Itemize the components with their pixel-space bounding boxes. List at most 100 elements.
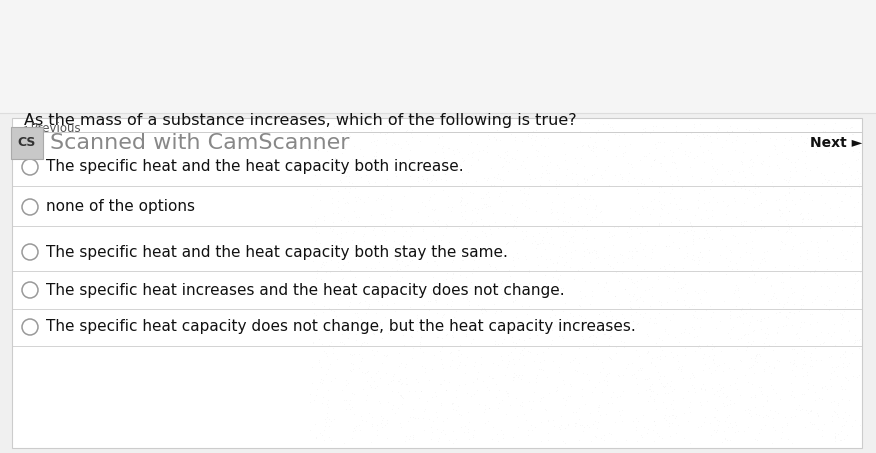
Point bbox=[816, 120, 830, 128]
Point bbox=[576, 224, 590, 231]
Point bbox=[688, 288, 702, 295]
Point bbox=[370, 148, 384, 155]
Text: none of the options: none of the options bbox=[46, 199, 195, 215]
Point bbox=[417, 301, 431, 308]
Point bbox=[415, 225, 429, 232]
Point bbox=[493, 189, 507, 197]
Point bbox=[319, 162, 333, 169]
Point bbox=[357, 338, 371, 346]
Point bbox=[522, 318, 536, 325]
Point bbox=[836, 313, 850, 321]
Point bbox=[757, 248, 771, 255]
Point bbox=[447, 313, 461, 321]
Point bbox=[320, 418, 334, 425]
Point bbox=[355, 157, 369, 164]
Point bbox=[769, 390, 783, 397]
Point bbox=[464, 154, 478, 161]
Point bbox=[385, 372, 399, 379]
Point bbox=[488, 218, 502, 226]
Point bbox=[611, 372, 625, 380]
Point bbox=[611, 223, 625, 231]
Point bbox=[314, 275, 328, 283]
Point bbox=[475, 204, 489, 212]
Point bbox=[496, 177, 510, 184]
Point bbox=[560, 315, 574, 323]
Point bbox=[798, 147, 812, 154]
Point bbox=[855, 223, 869, 231]
Point bbox=[427, 352, 441, 359]
Point bbox=[629, 324, 643, 332]
Point bbox=[320, 282, 334, 289]
Point bbox=[778, 240, 792, 247]
Point bbox=[702, 198, 716, 206]
Point bbox=[514, 200, 528, 207]
Point bbox=[399, 433, 413, 440]
Point bbox=[410, 241, 424, 248]
Point bbox=[582, 249, 596, 256]
Point bbox=[508, 345, 522, 352]
Point bbox=[680, 206, 694, 213]
Point bbox=[358, 164, 372, 172]
Point bbox=[466, 189, 480, 197]
Point bbox=[381, 329, 395, 336]
Point bbox=[824, 352, 838, 360]
Point bbox=[375, 294, 389, 302]
Point bbox=[320, 352, 334, 360]
Point bbox=[509, 217, 523, 224]
Point bbox=[615, 176, 629, 183]
Point bbox=[607, 223, 621, 230]
Point bbox=[668, 268, 682, 275]
Point bbox=[477, 405, 491, 413]
Point bbox=[724, 122, 738, 130]
Point bbox=[360, 253, 374, 260]
Point bbox=[632, 303, 646, 310]
Point bbox=[687, 228, 701, 235]
Point bbox=[339, 396, 353, 403]
Point bbox=[691, 253, 705, 260]
Point bbox=[708, 367, 722, 374]
Point bbox=[495, 198, 509, 205]
Point bbox=[673, 338, 687, 345]
Point bbox=[700, 397, 714, 405]
Point bbox=[370, 136, 384, 143]
Point bbox=[349, 422, 363, 429]
Point bbox=[639, 241, 653, 249]
Point bbox=[829, 363, 843, 370]
Point bbox=[636, 313, 650, 321]
Point bbox=[812, 130, 826, 137]
Point bbox=[469, 217, 483, 225]
Point bbox=[810, 292, 824, 299]
Point bbox=[828, 120, 842, 127]
Point bbox=[738, 332, 752, 339]
Point bbox=[800, 246, 814, 254]
Point bbox=[648, 241, 662, 248]
Point bbox=[729, 282, 743, 289]
Point bbox=[544, 226, 558, 233]
Point bbox=[742, 365, 756, 372]
Point bbox=[795, 304, 809, 311]
Point bbox=[556, 334, 570, 342]
Point bbox=[665, 181, 679, 188]
Point bbox=[413, 120, 427, 127]
Point bbox=[636, 125, 650, 132]
Point bbox=[716, 161, 730, 168]
Point bbox=[533, 365, 548, 372]
Point bbox=[824, 333, 838, 340]
Point bbox=[314, 431, 328, 439]
Point bbox=[413, 288, 427, 295]
Point bbox=[343, 350, 357, 357]
Point bbox=[715, 439, 729, 446]
Point bbox=[342, 121, 356, 128]
Point bbox=[827, 407, 841, 414]
Point bbox=[718, 435, 732, 443]
Point bbox=[387, 299, 401, 306]
Point bbox=[556, 209, 570, 217]
Point bbox=[342, 136, 356, 143]
Point bbox=[727, 177, 741, 184]
Point bbox=[406, 405, 420, 413]
Point bbox=[802, 362, 816, 369]
Point bbox=[627, 290, 641, 298]
Point bbox=[640, 348, 654, 355]
Point bbox=[555, 376, 569, 383]
Point bbox=[501, 266, 515, 273]
